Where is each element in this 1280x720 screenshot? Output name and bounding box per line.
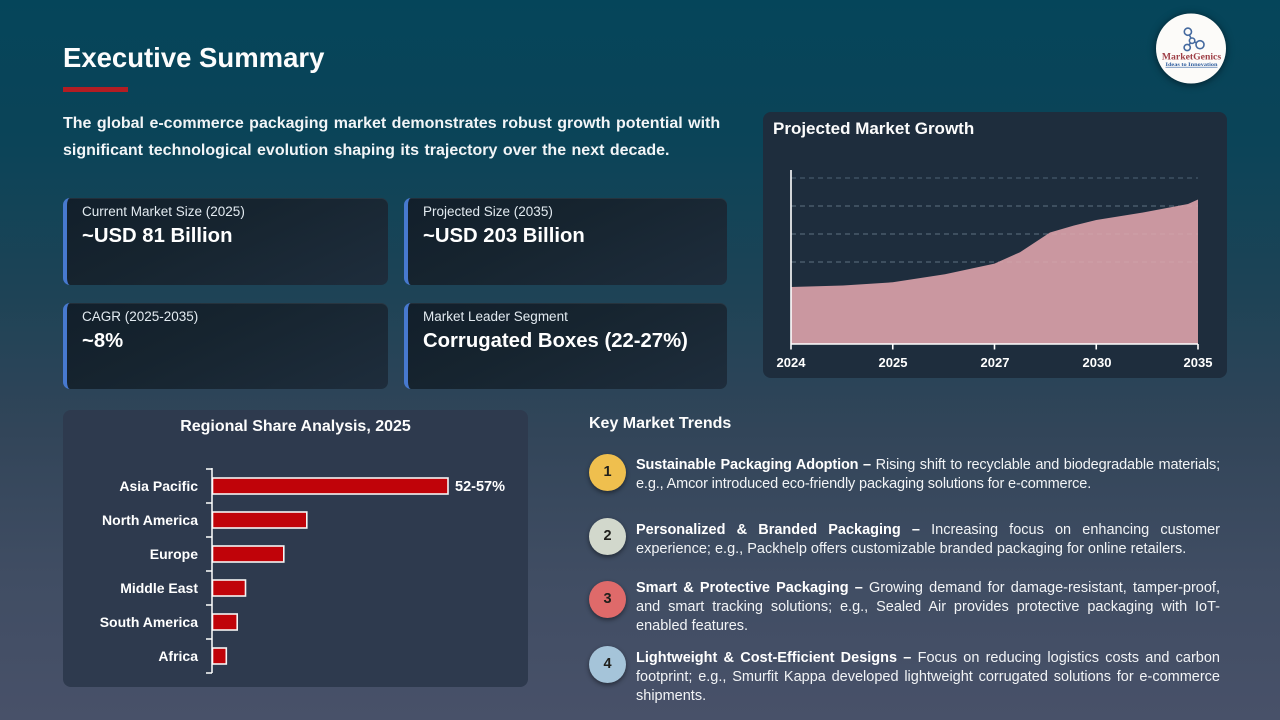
svg-text:Asia Pacific: Asia Pacific [119,478,198,494]
svg-text:2027: 2027 [981,355,1010,370]
svg-text:Europe: Europe [150,546,198,562]
svg-text:2025: 2025 [879,355,908,370]
svg-text:Middle East: Middle East [120,580,198,596]
svg-text:South America: South America [100,614,198,630]
svg-text:52-57%: 52-57% [455,479,505,495]
svg-text:Ideas to Innovation: Ideas to Innovation [1166,63,1218,68]
svg-text:MarketGenics: MarketGenics [1162,52,1221,63]
svg-text:North America: North America [102,512,198,528]
svg-text:2035: 2035 [1184,355,1213,370]
svg-text:Africa: Africa [158,648,198,664]
svg-text:2030: 2030 [1083,355,1112,370]
svg-text:2024: 2024 [777,355,807,370]
